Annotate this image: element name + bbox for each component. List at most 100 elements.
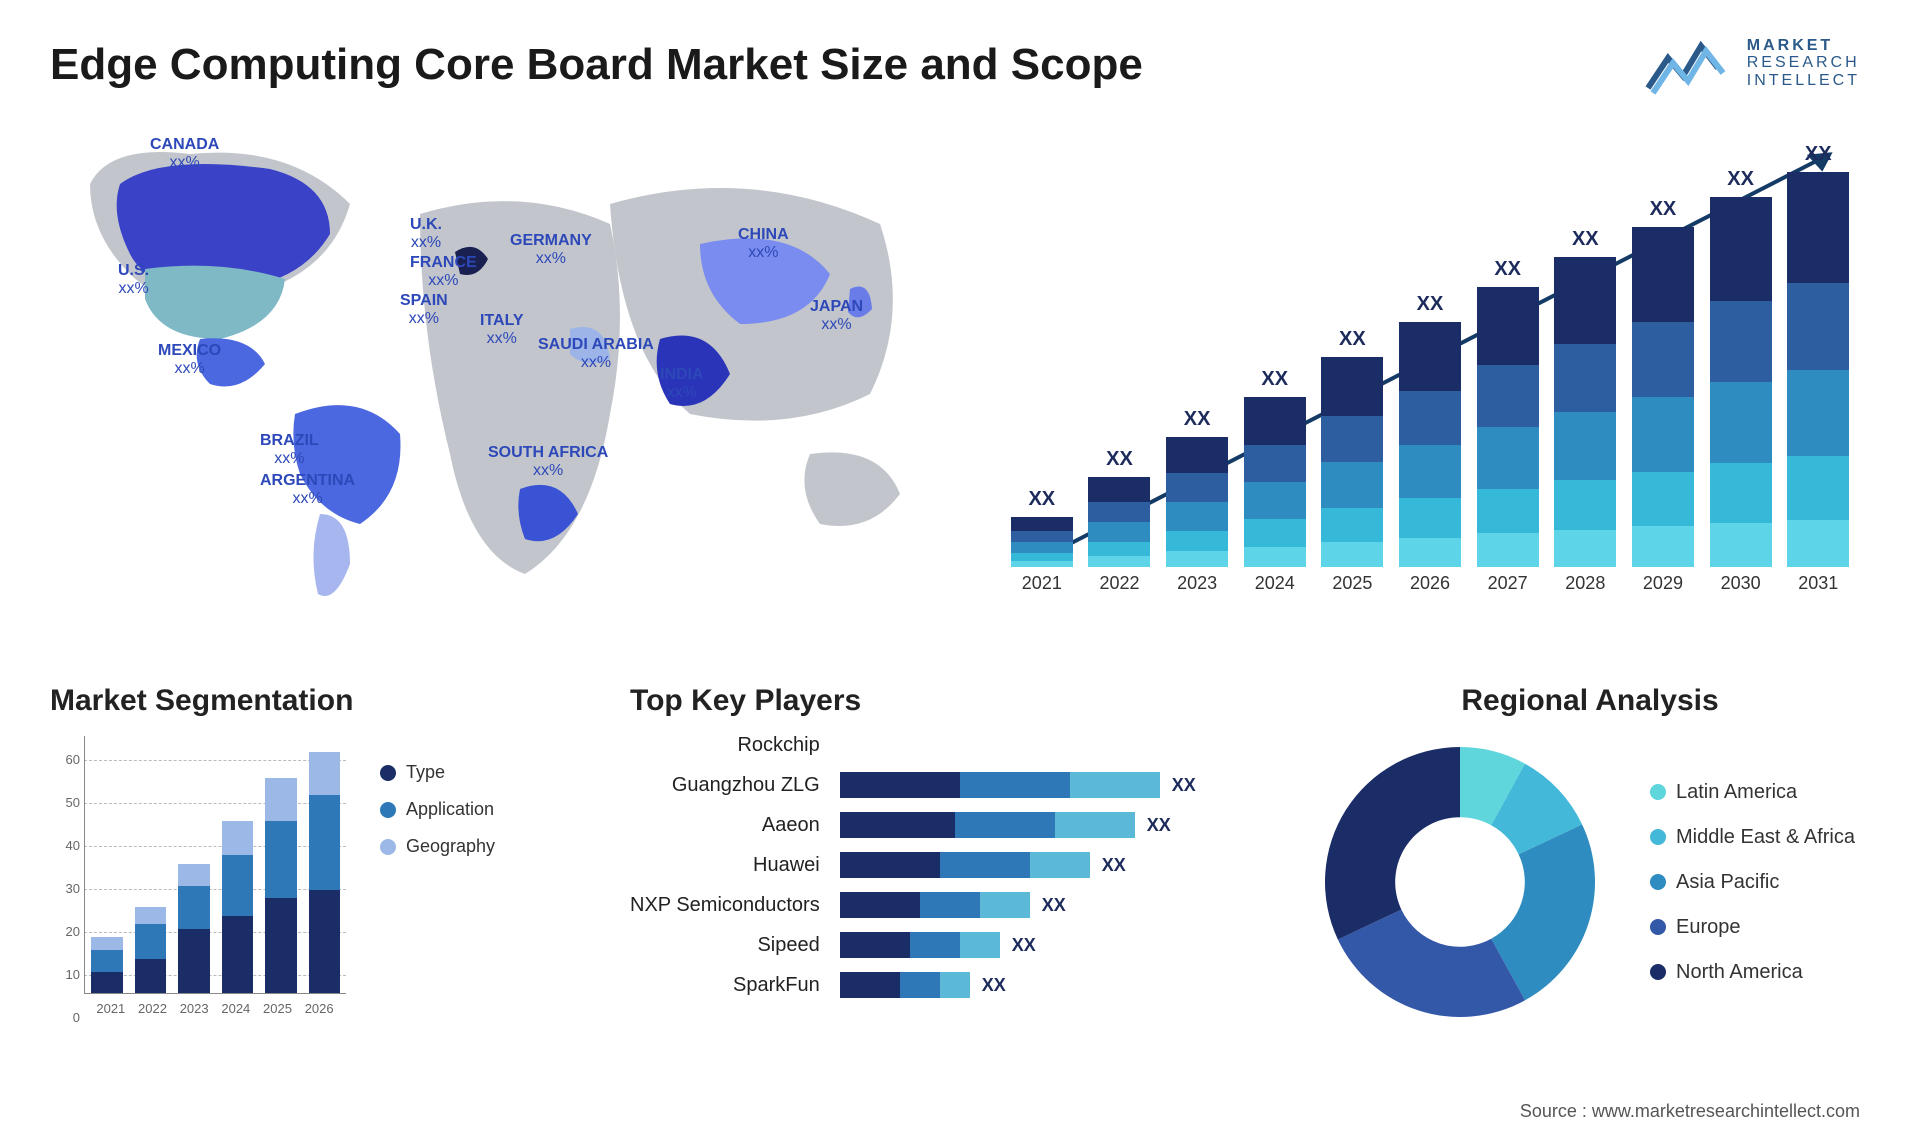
seg-bar [265, 778, 297, 993]
map-label: MEXICOxx% [158, 342, 221, 377]
legend-item: Application [380, 799, 495, 820]
key-player-value: XX [1147, 815, 1171, 836]
key-player-label: NXP Semiconductors [630, 892, 820, 918]
key-player-bar: XX [840, 892, 1270, 918]
map-label: SPAINxx% [400, 292, 448, 327]
page-title: Edge Computing Core Board Market Size an… [50, 40, 1870, 90]
legend-item: Geography [380, 836, 495, 857]
growth-bar-value: XX [1106, 448, 1133, 471]
logo-line2: RESEARCH [1747, 54, 1860, 72]
growth-bar: XX 2029 [1631, 198, 1695, 594]
key-player-label: SparkFun [733, 972, 820, 998]
segmentation-chart: 0102030405060202120222023202420252026 [50, 732, 350, 1022]
key-players-title: Top Key Players [630, 684, 1270, 718]
seg-xlabel: 2026 [305, 1001, 334, 1016]
growth-bar: XX 2031 [1786, 143, 1850, 594]
brand-logo: MARKET RESEARCH INTELLECT [1643, 28, 1860, 98]
seg-bar [178, 864, 210, 993]
seg-ytick: 0 [50, 1010, 80, 1025]
key-player-value: XX [1012, 935, 1036, 956]
seg-xlabel: 2022 [138, 1001, 167, 1016]
growth-bar: XX 2024 [1243, 368, 1307, 594]
key-player-label: Guangzhou ZLG [672, 772, 820, 798]
growth-bar-value: XX [1494, 258, 1521, 281]
map-label: INDIAxx% [660, 366, 704, 401]
growth-bar: XX2028 [1553, 228, 1617, 594]
legend-item: Middle East & Africa [1650, 826, 1855, 849]
growth-bar-value: XX [1184, 408, 1211, 431]
seg-ytick: 50 [50, 795, 80, 810]
growth-bar-value: XX [1417, 293, 1444, 316]
key-player-value: XX [982, 975, 1006, 996]
growth-bar-year: 2026 [1410, 573, 1450, 594]
growth-bar-chart: XX2021XX2022XX2023XX2024XX2025XX2026XX20… [1010, 114, 1870, 634]
regional-donut-chart [1310, 732, 1610, 1032]
map-label: U.S.xx% [118, 262, 149, 297]
growth-bar: XX2022 [1088, 448, 1152, 594]
segmentation-title: Market Segmentation [50, 684, 590, 718]
seg-xlabel: 2025 [263, 1001, 292, 1016]
segmentation-legend: Type Application Geography [380, 732, 495, 1022]
key-player-label: Rockchip [737, 732, 819, 758]
seg-xlabel: 2024 [221, 1001, 250, 1016]
legend-item: Latin America [1650, 781, 1855, 804]
key-player-bar: XX [840, 812, 1270, 838]
seg-ytick: 60 [50, 752, 80, 767]
growth-bar-year: 2028 [1565, 573, 1605, 594]
key-player-bar: XX [840, 772, 1270, 798]
map-label: BRAZILxx% [260, 432, 319, 467]
growth-bar: XX2021 [1010, 488, 1074, 594]
growth-bar: XX 2023 [1165, 408, 1229, 594]
seg-bar [135, 907, 167, 993]
key-player-bar: XX [840, 852, 1270, 878]
key-player-value: XX [1172, 775, 1196, 796]
segmentation-panel: Market Segmentation 01020304050602021202… [50, 684, 590, 1032]
key-player-label: Huawei [753, 852, 820, 878]
key-player-value: XX [1042, 895, 1066, 916]
map-label: U.K.xx% [410, 216, 442, 251]
growth-bar-year: 2023 [1177, 573, 1217, 594]
growth-bar-year: 2027 [1488, 573, 1528, 594]
seg-bar [309, 752, 341, 993]
map-label: CANADAxx% [150, 136, 219, 171]
key-player-value: XX [1102, 855, 1126, 876]
seg-ytick: 30 [50, 881, 80, 896]
growth-bar-value: XX [1650, 198, 1677, 221]
key-player-label: Sipeed [757, 932, 819, 958]
regional-panel: Regional Analysis Latin America Middle Ea… [1310, 684, 1870, 1032]
legend-item: Type [380, 762, 495, 783]
growth-bar-year: 2029 [1643, 573, 1683, 594]
regional-title: Regional Analysis [1310, 684, 1870, 718]
growth-bar: XX 2026 [1398, 293, 1462, 594]
key-players-panel: Top Key Players RockchipGuangzhou ZLGAae… [630, 684, 1270, 1032]
growth-bar-year: 2025 [1332, 573, 1372, 594]
growth-bar-year: 2031 [1798, 573, 1838, 594]
growth-bar-value: XX [1339, 328, 1366, 351]
logo-mark-icon [1643, 28, 1733, 98]
map-label: SOUTH AFRICAxx% [488, 444, 608, 479]
growth-bar-year: 2030 [1721, 573, 1761, 594]
key-player-bar [840, 732, 1270, 758]
growth-bar-value: XX [1727, 168, 1754, 191]
map-label: ITALYxx% [480, 312, 524, 347]
map-label: FRANCExx% [410, 254, 477, 289]
legend-item: Europe [1650, 916, 1855, 939]
growth-bar: XX 2027 [1476, 258, 1540, 594]
world-map: CANADAxx% U.S.xx% MEXICOxx% BRAZILxx% ARGENT… [50, 114, 950, 634]
source-text: Source : www.marketresearchintellect.com [1520, 1101, 1860, 1122]
map-label: CHINAxx% [738, 226, 789, 261]
map-label: JAPANxx% [810, 298, 863, 333]
growth-bar-value: XX [1261, 368, 1288, 391]
growth-bar-value: XX [1805, 143, 1832, 166]
map-label: ARGENTINAxx% [260, 472, 355, 507]
seg-ytick: 40 [50, 838, 80, 853]
donut-slice [1325, 747, 1460, 939]
growth-bar-year: 2024 [1255, 573, 1295, 594]
logo-line1: MARKET [1747, 37, 1860, 55]
seg-xlabel: 2021 [96, 1001, 125, 1016]
legend-item: North America [1650, 961, 1855, 984]
regional-legend: Latin AmericaMiddle East & AfricaAsia Pa… [1650, 781, 1855, 984]
seg-xlabel: 2023 [180, 1001, 209, 1016]
seg-bar [222, 821, 254, 993]
growth-bar-year: 2021 [1022, 573, 1062, 594]
